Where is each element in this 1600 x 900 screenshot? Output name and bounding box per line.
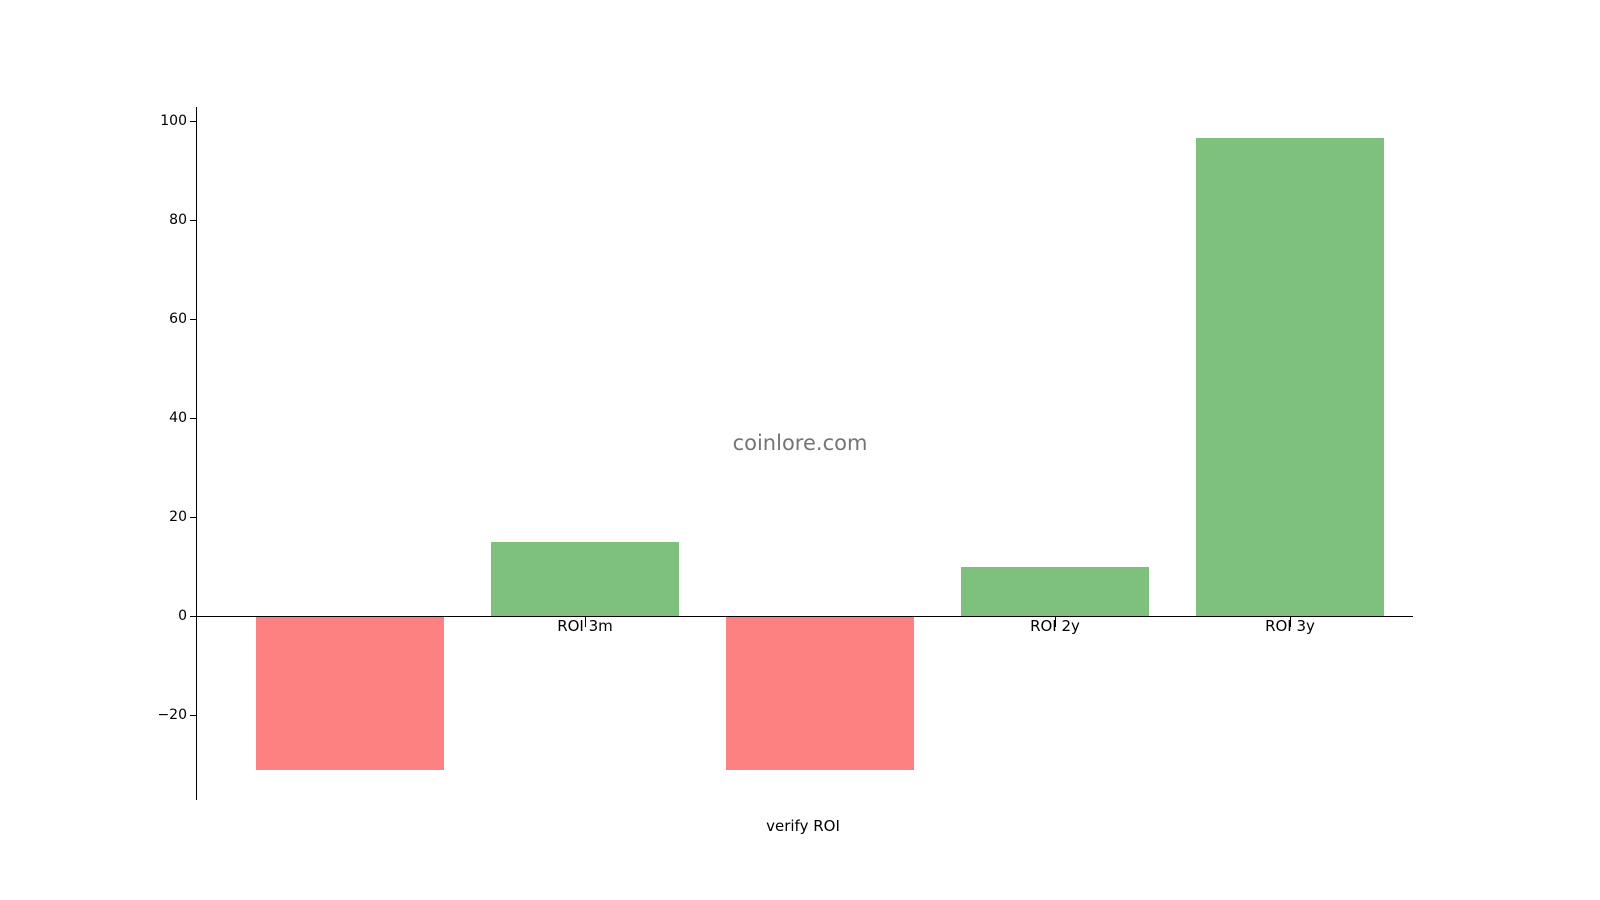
watermark-text: coinlore.com	[732, 431, 868, 455]
y-axis-tick	[190, 121, 196, 122]
x-axis-line	[197, 616, 1413, 617]
x-axis-tick	[1290, 617, 1291, 627]
y-axis-line	[196, 107, 197, 800]
x-axis-tick	[1055, 617, 1056, 627]
y-axis-tick	[190, 220, 196, 221]
y-axis-tick-label: 20	[169, 509, 187, 525]
y-axis-tick-label: −20	[157, 707, 187, 723]
y-axis-tick-label: 40	[169, 410, 187, 426]
y-axis-tick-label: 80	[169, 212, 187, 228]
y-axis-tick-label: 60	[169, 311, 187, 327]
x-axis-category-label: ROI 3y	[1265, 617, 1315, 635]
bar-roi-3y	[1196, 138, 1384, 616]
y-axis-tick	[190, 715, 196, 716]
y-axis-tick	[190, 418, 196, 419]
y-axis-tick-label: 100	[160, 113, 187, 129]
x-axis-tick	[585, 617, 586, 627]
bar-unlabeled-2	[726, 617, 914, 771]
bar-roi-3m	[491, 541, 679, 616]
y-axis-tick-label: 0	[178, 608, 187, 624]
bar-roi-2y	[961, 566, 1149, 616]
x-axis-title: verify ROI	[766, 817, 840, 835]
x-axis-category-label: ROI 2y	[1030, 617, 1080, 635]
y-axis-tick	[190, 517, 196, 518]
x-axis-category-label: ROI 3m	[557, 617, 613, 635]
y-axis-tick	[190, 319, 196, 320]
y-axis-tick	[190, 616, 196, 617]
bar-unlabeled-0	[256, 617, 444, 771]
